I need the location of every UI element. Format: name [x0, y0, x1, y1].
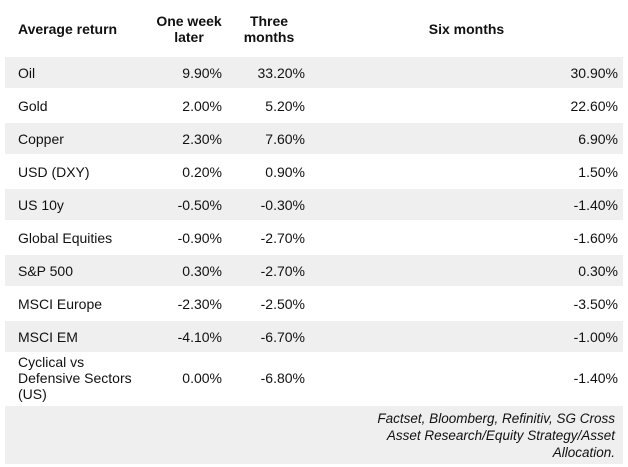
cell-six-months: -1.00% [573, 328, 618, 345]
cell-six-months: 6.90% [578, 130, 618, 147]
table-row-usd-dxy: USD (DXY) 0.20% 0.90% 1.50% [5, 156, 623, 189]
cell-six-months: 22.60% [570, 97, 618, 114]
cell-three-months: 33.20% [257, 64, 305, 81]
row-label: Oil [18, 64, 36, 81]
source-note: Factset, Bloomberg, Refinitiv, SG Cross … [377, 410, 615, 460]
cell-one-week: 9.90% [182, 64, 222, 81]
table-row-msci-em: MSCI EM -4.10% -6.70% -1.00% [5, 321, 623, 354]
cell-one-week: -2.30% [177, 295, 222, 312]
row-label: Global Equities [18, 229, 113, 246]
row-label: US 10y [18, 196, 64, 213]
table-header-row: Average return One week later Three mont… [5, 0, 623, 57]
row-label: USD (DXY) [18, 163, 90, 180]
row-label: Cyclical vs Defensive Sectors (US) [18, 354, 132, 402]
table-row-us-10y: US 10y -0.50% -0.30% -1.40% [5, 189, 623, 222]
cell-one-week: 0.00% [182, 370, 222, 386]
cell-six-months: 0.30% [578, 262, 618, 279]
cell-one-week: -4.10% [177, 328, 222, 345]
table-row-oil: Oil 9.90% 33.20% 30.90% [5, 57, 623, 90]
header-six-months: Six months [428, 20, 505, 37]
cell-six-months: 1.50% [578, 163, 618, 180]
row-label: MSCI EM [18, 328, 78, 345]
header-one-week-later: One week later [156, 12, 222, 45]
cell-one-week: 0.30% [182, 262, 222, 279]
cell-three-months: -6.70% [260, 328, 305, 345]
table-row-cyclical-vs-defensive: Cyclical vs Defensive Sectors (US) 0.00%… [5, 354, 623, 404]
cell-six-months: -1.60% [573, 229, 618, 246]
table-row-msci-europe: MSCI Europe -2.30% -2.50% -3.50% [5, 288, 623, 321]
table-row-gold: Gold 2.00% 5.20% 22.60% [5, 90, 623, 123]
cell-three-months: -2.50% [260, 295, 305, 312]
cell-three-months: 5.20% [265, 97, 305, 114]
cell-one-week: -0.50% [177, 196, 222, 213]
cell-six-months: -1.40% [573, 370, 618, 386]
cell-one-week: 0.20% [182, 163, 222, 180]
header-three-months: Three months [243, 12, 295, 45]
row-label: Copper [18, 130, 64, 147]
cell-three-months: -0.30% [260, 196, 305, 213]
cell-three-months: 0.90% [265, 163, 305, 180]
cell-six-months: -1.40% [573, 196, 618, 213]
cell-three-months: -2.70% [260, 229, 305, 246]
table-row-global-equities: Global Equities -0.90% -2.70% -1.60% [5, 222, 623, 255]
cell-three-months: 7.60% [265, 130, 305, 147]
cell-six-months: 30.90% [570, 64, 618, 81]
table-row-copper: Copper 2.30% 7.60% 6.90% [5, 123, 623, 156]
row-label: Gold [18, 97, 48, 114]
row-label: S&P 500 [18, 262, 74, 279]
cell-one-week: 2.30% [182, 130, 222, 147]
header-average-return: Average return [18, 20, 118, 37]
cell-three-months: -2.70% [260, 262, 305, 279]
cell-one-week: 2.00% [182, 97, 222, 114]
cell-three-months: -6.80% [260, 370, 305, 386]
row-label: MSCI Europe [18, 295, 103, 312]
table-row-sp-500: S&P 500 0.30% -2.70% 0.30% [5, 255, 623, 288]
cell-six-months: -3.50% [573, 295, 618, 312]
source-note-band: Factset, Bloomberg, Refinitiv, SG Cross … [5, 406, 623, 464]
cell-one-week: -0.90% [177, 229, 222, 246]
